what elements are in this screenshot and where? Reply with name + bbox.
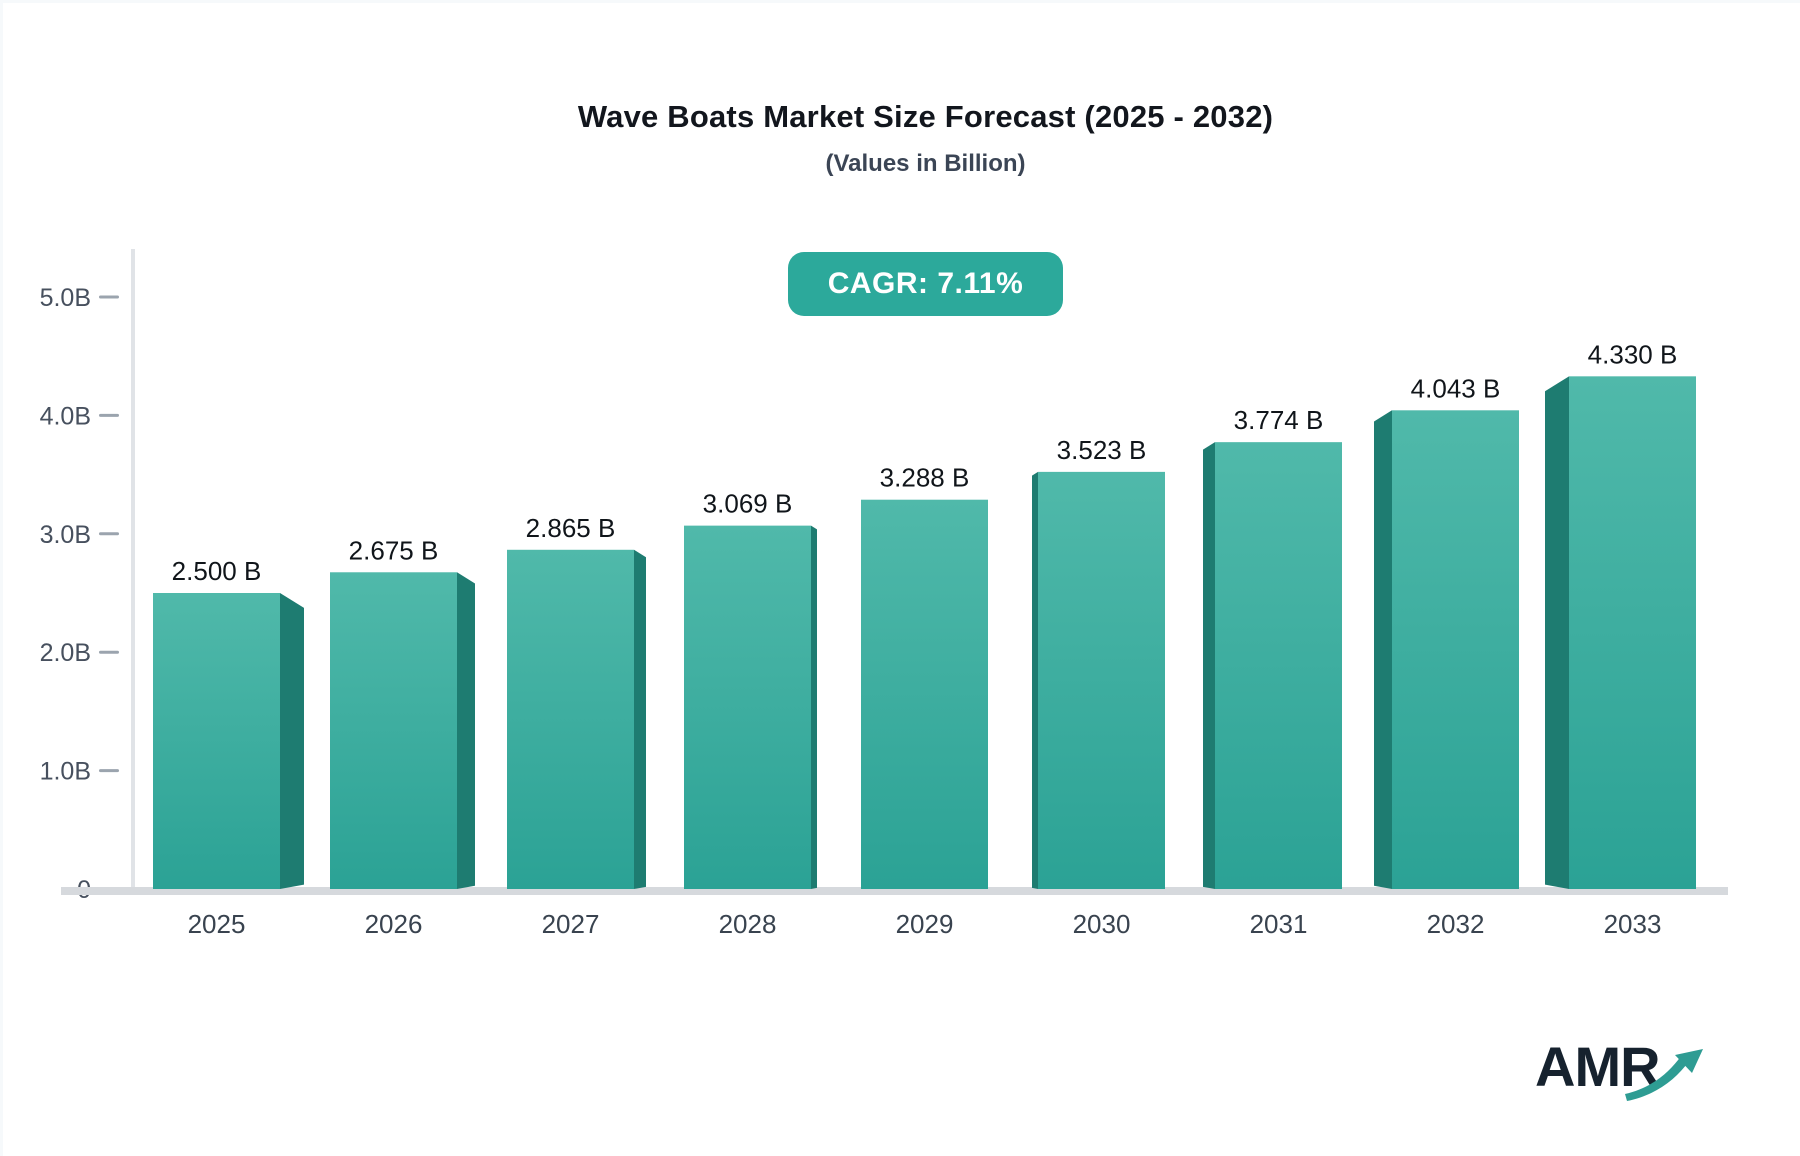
y-tick bbox=[99, 532, 119, 536]
growth-arrow-icon bbox=[1625, 1049, 1703, 1101]
x-category-label: 2025 bbox=[188, 909, 246, 939]
logo-text: AMR bbox=[1535, 1035, 1661, 1098]
y-tick bbox=[99, 769, 119, 773]
bar-2029: 3.288 B 2029 bbox=[861, 463, 988, 939]
x-category-label: 2027 bbox=[542, 909, 600, 939]
bar-front-face bbox=[684, 525, 811, 889]
x-category-label: 2029 bbox=[896, 909, 954, 939]
bar-front-face bbox=[153, 593, 280, 889]
bar-front-face bbox=[330, 572, 457, 889]
bar-value-label: 2.865 B bbox=[526, 513, 616, 543]
y-axis-line bbox=[131, 249, 135, 895]
bar-front-face bbox=[1215, 442, 1342, 889]
cagr-badge: CAGR: 7.11% bbox=[787, 252, 1064, 316]
bar-front-face bbox=[507, 549, 634, 889]
y-tick bbox=[99, 295, 119, 299]
bar-side-face bbox=[811, 525, 817, 889]
y-tick-label: 1.0B bbox=[40, 758, 91, 786]
bar-value-label: 4.330 B bbox=[1588, 339, 1678, 369]
bar-side-face bbox=[280, 593, 304, 889]
y-tick-label: 3.0B bbox=[40, 521, 91, 549]
bar-side-face bbox=[457, 572, 475, 889]
x-category-label: 2032 bbox=[1427, 909, 1485, 939]
bar-2028: 3.069 B 2028 bbox=[684, 489, 817, 939]
bar-2027: 2.865 B 2027 bbox=[507, 513, 646, 939]
x-category-label: 2031 bbox=[1250, 909, 1308, 939]
bar-front-face bbox=[1569, 376, 1696, 889]
bar-2030: 3.523 B 2030 bbox=[1032, 435, 1165, 939]
x-category-label: 2026 bbox=[365, 909, 423, 939]
bar-front-face bbox=[1392, 410, 1519, 889]
chart-subtitle: (Values in Billion) bbox=[825, 150, 1026, 177]
bar-side-face bbox=[634, 549, 646, 889]
chart-title: Wave Boats Market Size Forecast (2025 - … bbox=[577, 99, 1274, 134]
x-category-label: 2033 bbox=[1604, 909, 1662, 939]
bar-value-label: 3.523 B bbox=[1057, 435, 1147, 465]
bar-2031: 3.774 B 2031 bbox=[1203, 405, 1342, 939]
bar-front-face bbox=[1038, 471, 1165, 889]
bar-side-face bbox=[1374, 410, 1392, 889]
x-category-label: 2028 bbox=[719, 909, 777, 939]
x-category-label: 2030 bbox=[1073, 909, 1131, 939]
bar-value-label: 3.069 B bbox=[703, 489, 793, 519]
bar-value-label: 3.774 B bbox=[1234, 405, 1324, 435]
y-tick-label: 5.0B bbox=[40, 284, 91, 312]
bar-value-label: 4.043 B bbox=[1411, 373, 1501, 403]
bar-2032: 4.043 B 2032 bbox=[1374, 373, 1519, 939]
y-tick-label: 2.0B bbox=[40, 639, 91, 667]
bar-side-face bbox=[1545, 376, 1569, 889]
amr-logo: AMR bbox=[1535, 1039, 1765, 1119]
chart-card: Wave Boats Market Size Forecast (2025 - … bbox=[3, 3, 1800, 1156]
bar-2033: 4.330 B 2033 bbox=[1545, 339, 1696, 939]
chart-header: Wave Boats Market Size Forecast (2025 - … bbox=[3, 3, 1800, 316]
y-tick bbox=[99, 650, 119, 654]
bar-2025: 2.500 B 2025 bbox=[153, 556, 304, 939]
bar-value-label: 3.288 B bbox=[880, 463, 970, 493]
y-tick-label: 4.0B bbox=[40, 402, 91, 430]
bar-side-face bbox=[1032, 471, 1038, 889]
y-tick bbox=[99, 413, 119, 417]
bar-front-face bbox=[861, 499, 988, 889]
bar-side-face bbox=[1203, 442, 1215, 889]
bar-value-label: 2.675 B bbox=[349, 535, 439, 565]
bar-value-label: 2.500 B bbox=[172, 556, 262, 586]
bar-2026: 2.675 B 2026 bbox=[330, 535, 475, 939]
x-axis-baseline bbox=[61, 887, 1728, 895]
